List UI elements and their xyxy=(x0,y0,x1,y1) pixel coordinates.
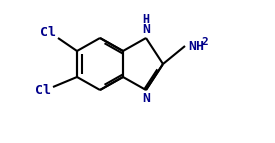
Text: N: N xyxy=(142,23,150,36)
Text: N: N xyxy=(142,92,150,105)
Text: Cl: Cl xyxy=(35,84,51,97)
Text: Cl: Cl xyxy=(40,26,56,39)
Text: 2: 2 xyxy=(201,37,208,47)
Text: H: H xyxy=(142,13,150,26)
Text: NH: NH xyxy=(188,39,204,52)
